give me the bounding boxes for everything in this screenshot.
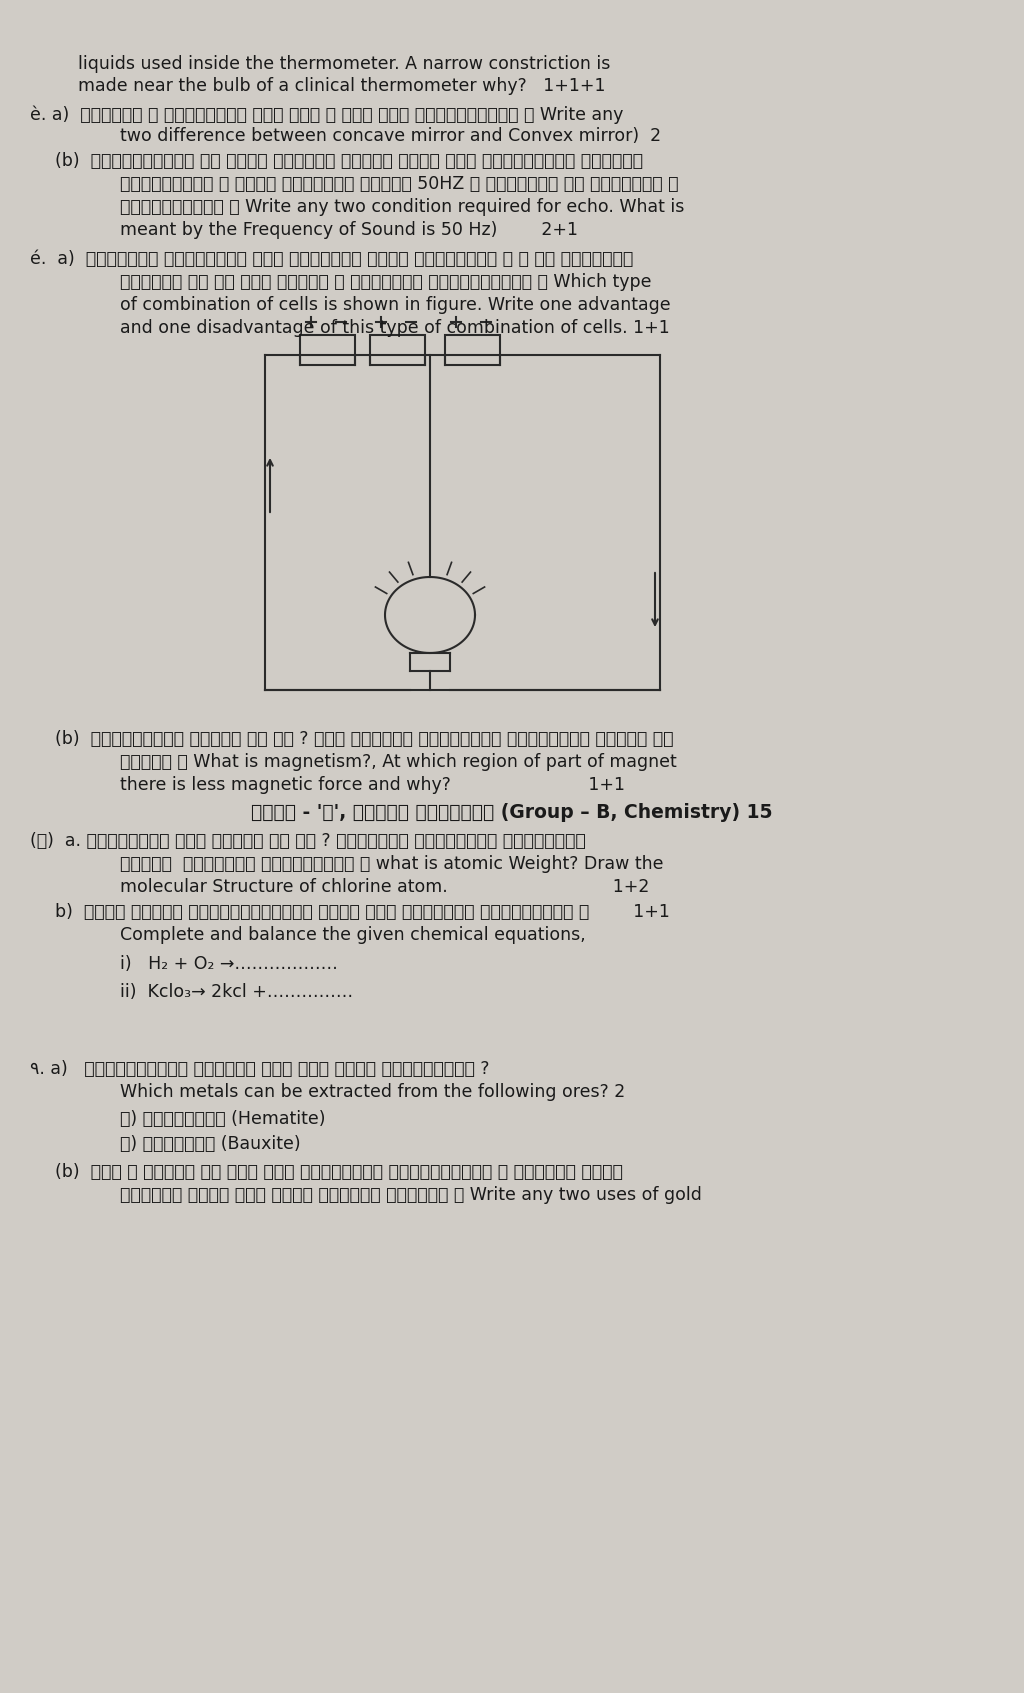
Text: é.  a)  चित्रमा सेलहरूको कुन किसिमको जडान देखाइएको छ । यस किसिमको: é. a) चित्रमा सेलहरूको कुन किसिमको जडान … [30,251,633,267]
Text: क) हेमाटाइट (Hematite): क) हेमाटाइट (Hematite) [120,1111,326,1128]
Text: Complete and balance the given chemical equations,: Complete and balance the given chemical … [120,926,586,945]
Text: of combination of cells is shown in figure. Write one advantage: of combination of cells is shown in figu… [120,296,671,313]
Text: molecular Structure of chlorine atom.                              1+2: molecular Structure of chlorine atom. 1+… [120,879,649,896]
Text: गर्नुहोस् । एउटा ध्वनीको आवृति 50HZ छ भन्नाले के बुझिन्छ ।: गर्नुहोस् । एउटा ध्वनीको आवृति 50HZ छ भन… [120,174,679,193]
Text: liquids used inside the thermometer. A narrow constriction is: liquids used inside the thermometer. A n… [78,54,610,73]
Text: è. a)  कन्केभ र कन्भेक्स एना बीच २ वटा फरक लेख्नुहोस् । Write any: è. a) कन्केभ र कन्भेक्स एना बीच २ वटा फर… [30,105,624,124]
Text: i)   H₂ + O₂ →………………: i) H₂ + O₂ →……………… [120,955,338,973]
Text: made near the bulb of a clinical thermometer why?   1+1+1: made near the bulb of a clinical thermom… [78,76,605,95]
Text: and one disadvantage of this type of combination of cells. 1+1: and one disadvantage of this type of com… [120,318,670,337]
Text: b)  तलका सूत्र समिकरणहरूलाई पूरा गरी सन्तुलन गर्नुहॏस् ।        1+1: b) तलका सूत्र समिकरणहरूलाई पूरा गरी सन्त… [55,902,670,921]
Text: ٩. a)   निम्नलिखित धाउवाट कुन कुन धातु निकालिन्छ ?: ٩. a) निम्नलिखित धाउवाट कुन कुन धातु निक… [30,1060,489,1078]
Text: समूह - 'ख', रसायन विज्ञान (Group – B, Chemistry) 15: समूह - 'ख', रसायन विज्ञान (Group – B, Ch… [251,802,773,823]
Text: लेख्नुहोस् । Write any two condition required for echo. What is: लेख्नुहोस् । Write any two condition req… [120,198,684,217]
Text: (२)  a. परमाणविक भार भनेको के हो ? क्लोरीन परमाणुको परमाणविक: (२) a. परमाणविक भार भनेको के हो ? क्लोरी… [30,831,586,850]
Text: two difference between concave mirror and Convex mirror)  2: two difference between concave mirror an… [120,127,662,146]
Text: जडानको एक एक वटा फाइदा र बेफाइदा लेख्नुहोस् । Which type: जडानको एक एक वटा फाइदा र बेफाइदा लेख्नुह… [120,273,651,291]
Text: (b)  सुन र गन्धक को दुई ओटा उपयोगिता लेख्नुहोस् । दाँतको खाली: (b) सुन र गन्धक को दुई ओटा उपयोगिता लेख्… [55,1163,623,1182]
Text: ii)  Kclo₃→ 2kcl +……………: ii) Kclo₃→ 2kcl +…………… [120,984,353,1001]
Text: there is less magnetic force and why?                         1+1: there is less magnetic force and why? 1+… [120,775,625,794]
Text: हुन्छ । What is magnetism?, At which region of part of magnet: हुन्छ । What is magnetism?, At which reg… [120,753,677,770]
Text: meant by the Frequency of Sound is 50 Hz)        2+1: meant by the Frequency of Sound is 50 Hz… [120,222,578,239]
Text: (b)  चुम्बकत्व भनेको के हो ? कुन ठाउँमा चुम्बकको चुम्बकीय शक्ति कम: (b) चुम्बकत्व भनेको के हो ? कुन ठाउँमा च… [55,730,674,748]
Text: Which metals can be extracted from the following ores? 2: Which metals can be extracted from the f… [120,1084,626,1100]
Text: ठाउँमा भर्न कुन धातु प्रयोग गरिन्छ । Write any two uses of gold: ठाउँमा भर्न कुन धातु प्रयोग गरिन्छ । Wri… [120,1187,701,1204]
Text: (b)  प्रतिध्वनि को लागी आवश्यक पर्ने कुनै दुई अवस्थाहरू उल्लेख: (b) प्रतिध्वनि को लागी आवश्यक पर्ने कुनै… [55,152,643,169]
Text: सरचना  निर्माण गर्नुहोस् । what is atomic Weight? Draw the: सरचना निर्माण गर्नुहोस् । what is atomic… [120,855,664,874]
Text: ख) बक्साइट (Bauxite): ख) बक्साइट (Bauxite) [120,1134,301,1153]
